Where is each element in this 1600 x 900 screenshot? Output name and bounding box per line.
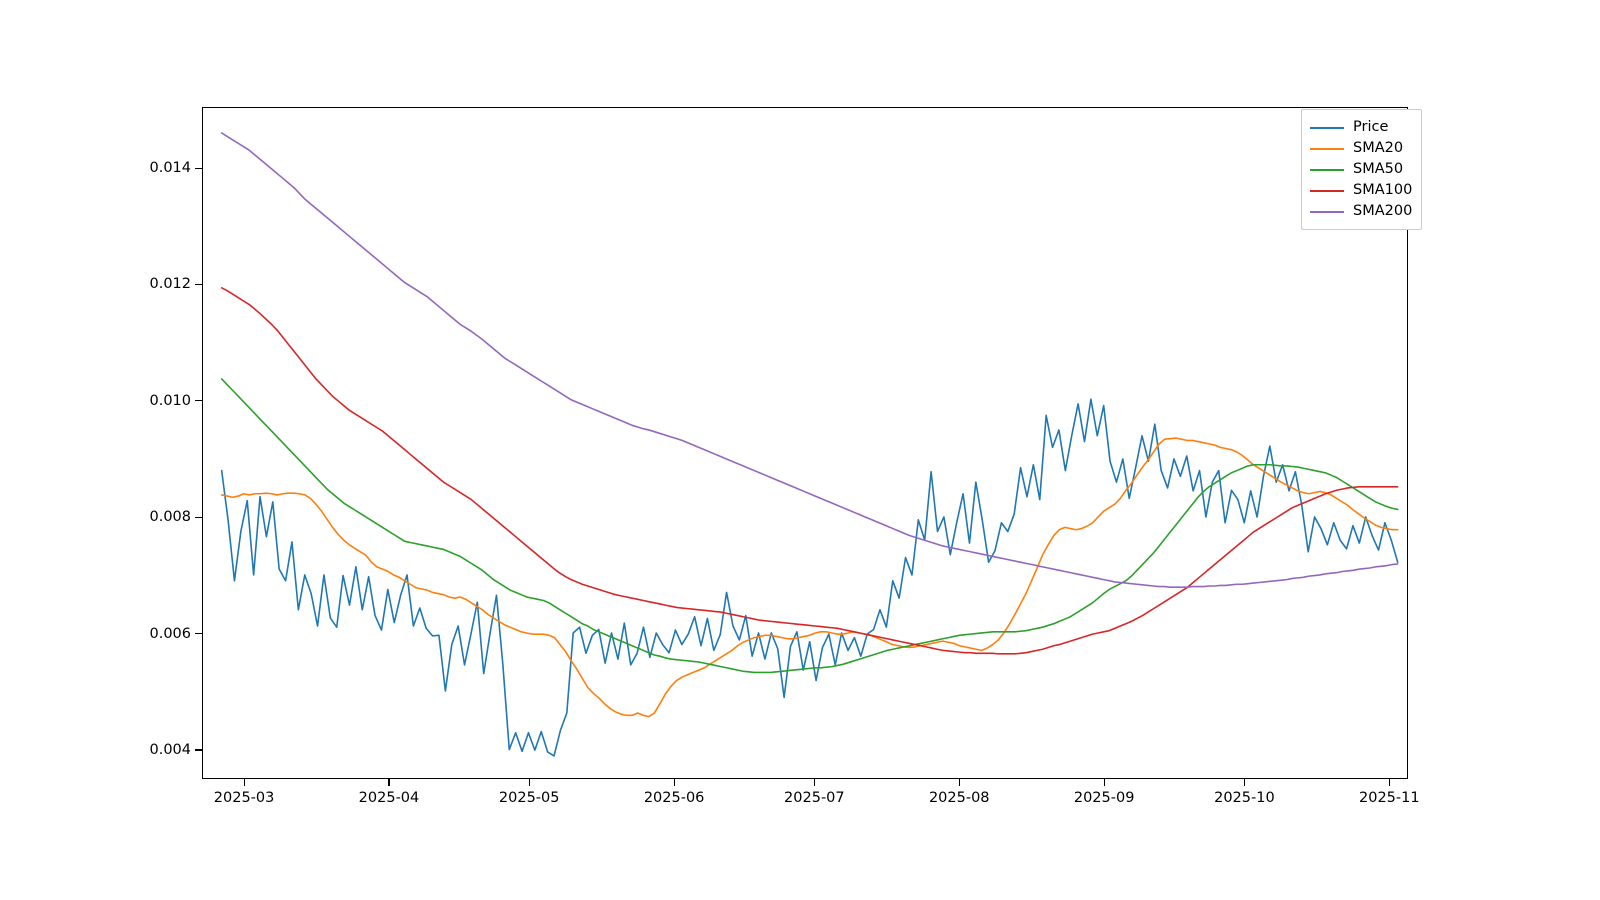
- x-tick-label: 2025-04: [358, 790, 420, 806]
- x-tick-label: 2025-10: [1214, 790, 1275, 806]
- y-tick-label: 0.014: [149, 160, 191, 177]
- legend-color-swatch: [1310, 147, 1344, 150]
- y-tick-mark: [195, 516, 202, 518]
- y-tick-label: 0.012: [149, 276, 191, 293]
- x-tick-label: 2025-03: [213, 790, 275, 806]
- legend-item-price[interactable]: Price: [1310, 117, 1412, 138]
- x-tick-label: 2025-07: [784, 790, 845, 806]
- y-tick-mark: [195, 749, 202, 751]
- x-tick-mark: [243, 779, 245, 786]
- legend-label: SMA20: [1353, 140, 1404, 157]
- series-line-sma100: [222, 288, 1398, 654]
- series-line-sma50: [222, 379, 1398, 673]
- x-tick-mark: [673, 779, 675, 786]
- legend-item-sma20[interactable]: SMA20: [1310, 138, 1412, 159]
- x-tick-label: 2025-11: [1359, 790, 1420, 806]
- series-line-sma20: [222, 438, 1398, 716]
- y-tick-label: 0.004: [149, 741, 191, 758]
- x-tick-label: 2025-05: [498, 790, 560, 806]
- legend-label: SMA50: [1353, 161, 1404, 178]
- plot-lines: [203, 108, 1407, 778]
- legend-label: SMA100: [1353, 182, 1413, 199]
- legend-label: SMA200: [1353, 203, 1413, 220]
- x-tick-mark: [528, 779, 530, 786]
- chart-legend: Price SMA20 SMA50 SMA100 SMA200: [1301, 109, 1423, 230]
- x-tick-mark: [813, 779, 815, 786]
- y-tick-mark: [195, 400, 202, 402]
- x-tick-label: 2025-06: [643, 790, 705, 806]
- legend-color-swatch: [1310, 168, 1344, 171]
- x-tick-label: 2025-08: [928, 790, 990, 806]
- y-tick-label: 0.010: [149, 392, 191, 409]
- y-tick-mark: [195, 167, 202, 169]
- x-tick-mark: [1388, 779, 1390, 786]
- legend-label: Price: [1353, 119, 1389, 136]
- y-tick-label: 0.006: [149, 625, 191, 642]
- series-line-price: [222, 399, 1398, 756]
- x-tick-mark: [1103, 779, 1105, 786]
- y-tick-mark: [195, 283, 202, 286]
- legend-color-swatch: [1310, 210, 1344, 213]
- x-tick-mark: [958, 779, 960, 786]
- legend-item-sma100[interactable]: SMA100: [1310, 180, 1412, 201]
- legend-item-sma200[interactable]: SMA200: [1310, 201, 1412, 222]
- y-tick-label: 0.008: [149, 509, 191, 526]
- x-tick-label: 2025-09: [1073, 790, 1135, 806]
- series-line-sma200: [222, 133, 1398, 587]
- x-tick-mark: [1243, 779, 1245, 786]
- x-tick-mark: [388, 779, 390, 786]
- legend-color-swatch: [1310, 189, 1344, 192]
- legend-color-swatch: [1310, 126, 1344, 129]
- y-tick-mark: [195, 633, 202, 635]
- plot-area: [202, 107, 1408, 779]
- legend-item-sma50[interactable]: SMA50: [1310, 159, 1412, 180]
